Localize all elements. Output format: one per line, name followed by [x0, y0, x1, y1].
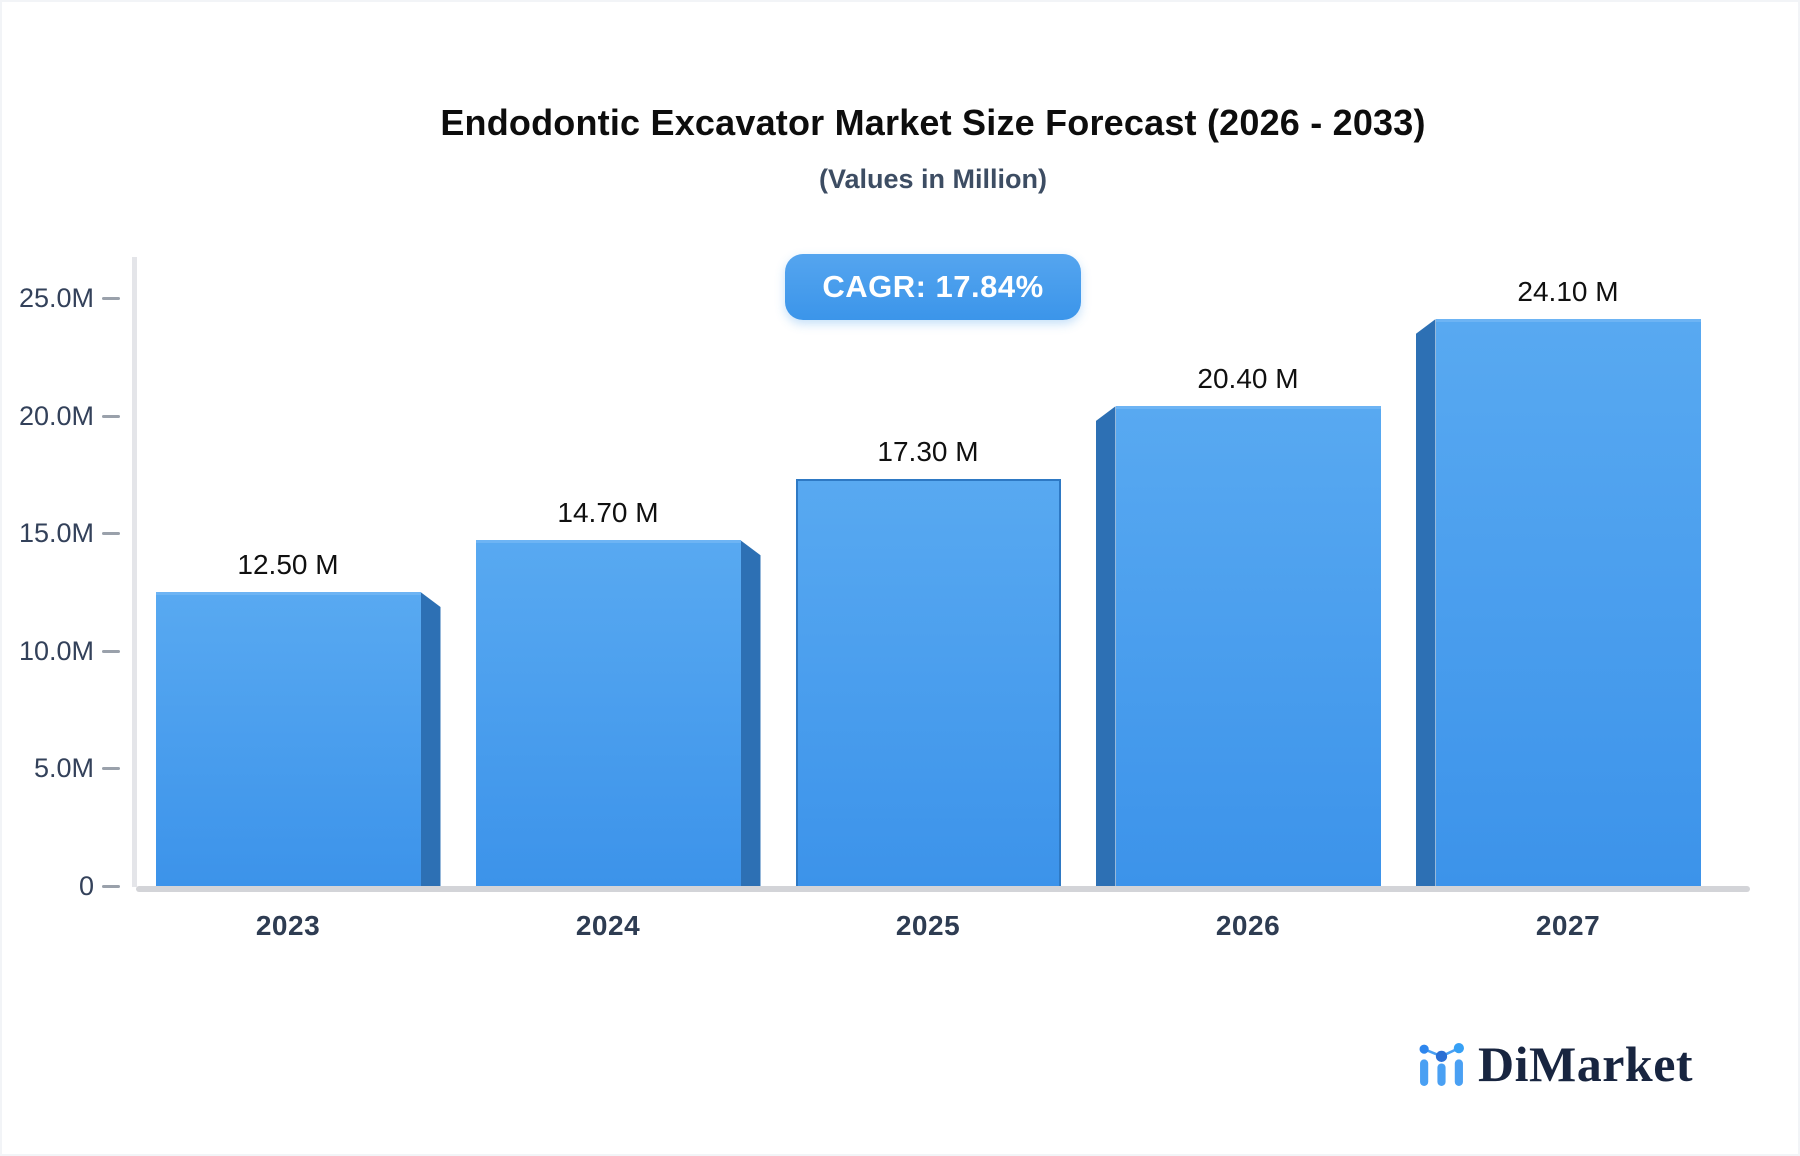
bar-chart-trend-icon: [1419, 1043, 1464, 1086]
dimarket-logo: DiMarket: [1418, 1036, 1694, 1092]
x-axis-label-2026: 2026: [1215, 910, 1281, 941]
bar-side-bevel: [740, 540, 761, 886]
bar-2023: 12.50 M: [155, 549, 441, 886]
bar-side-bevel: [420, 592, 441, 886]
bar-face: [475, 540, 741, 886]
bar-face: [155, 592, 421, 886]
chart-subtitle: (Values in Million): [818, 164, 1048, 194]
bar-2025: 17.30 M: [795, 436, 1061, 886]
bar-face: [1435, 319, 1701, 886]
y-tick: [102, 649, 120, 653]
y-tick-label: 20.0M: [18, 400, 94, 431]
bar-value-label: 17.30 M: [877, 436, 979, 468]
x-axis-label-2027: 2027: [1535, 910, 1601, 941]
y-tick: [102, 767, 120, 771]
y-tick-label: 5.0M: [33, 753, 94, 784]
logo-text: DiMarket: [1478, 1036, 1694, 1092]
bar-face: [795, 479, 1061, 886]
x-axis-label-2025: 2025: [895, 910, 961, 941]
bar-2026: 20.40 M: [1095, 363, 1381, 886]
y-tick: [102, 297, 120, 300]
y-axis-line: [132, 257, 137, 887]
y-tick: [102, 885, 120, 888]
chart-title: Endodontic Excavator Market Size Forecas…: [440, 102, 1426, 143]
x-axis-label-2023: 2023: [255, 910, 321, 941]
x-axis-label-2024: 2024: [575, 910, 641, 941]
bar-side-bevel: [1415, 319, 1436, 886]
bar-value-label: 24.10 M: [1517, 276, 1619, 308]
y-tick-label: 25.0M: [18, 283, 94, 313]
bar-2024: 14.70 M: [475, 497, 761, 886]
bar-2027: 24.10 M: [1415, 276, 1701, 886]
y-tick-label: 15.0M: [18, 518, 94, 549]
bar-face: [1115, 406, 1381, 886]
y-tick: [102, 532, 120, 536]
x-axis-baseline: [136, 886, 1750, 892]
bar-value-label: 12.50 M: [237, 549, 339, 580]
y-tick-label: 10.0M: [18, 635, 94, 666]
bar-side-bevel: [1095, 406, 1116, 886]
y-tick-label: 0: [78, 871, 94, 901]
y-tick: [102, 414, 120, 418]
bar-value-label: 14.70 M: [557, 497, 659, 529]
cagr-badge: CAGR: 17.84%: [785, 254, 1081, 320]
cagr-badge-row: CAGR: 17.84%: [68, 254, 1798, 320]
bar-value-label: 20.40 M: [1197, 363, 1299, 395]
